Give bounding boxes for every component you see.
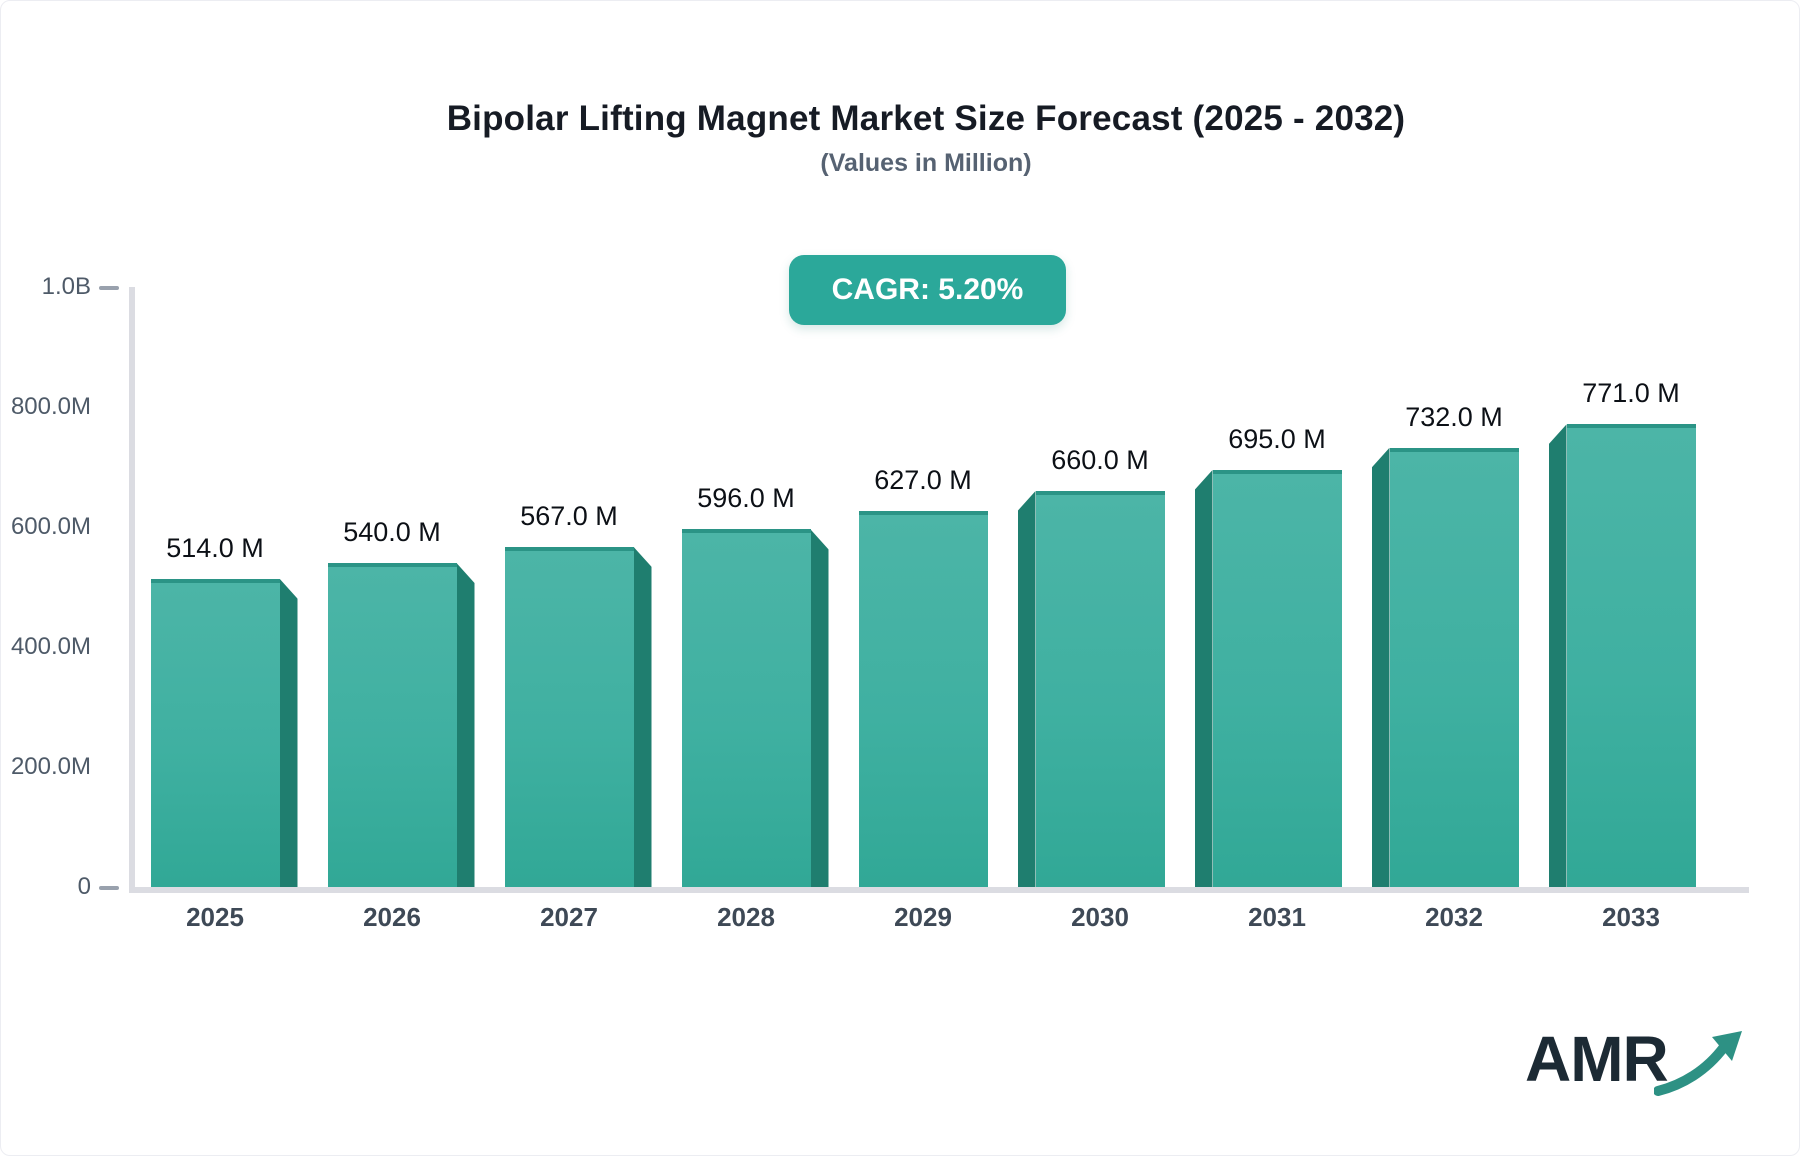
- y-axis-tick-label-400.0M: 400.0M: [10, 633, 91, 660]
- x-axis-label-2028: 2028: [717, 902, 775, 932]
- bar-value-label-2030: 660.0 M: [1051, 445, 1149, 475]
- y-axis-tick-dash: [99, 886, 119, 890]
- y-axis-tick-dash: [99, 286, 119, 290]
- bar-side-2028: [810, 529, 829, 887]
- x-axis-label-2029: 2029: [894, 902, 952, 932]
- bar-side-2026: [456, 563, 475, 887]
- bar-value-label-2025: 514.0 M: [166, 532, 264, 563]
- x-axis-label-2031: 2031: [1248, 902, 1306, 932]
- x-axis-label-2025: 2025: [186, 902, 244, 932]
- bar-value-label-2027: 567.0 M: [520, 500, 618, 531]
- y-axis-tick-label-1.0B: 1.0B: [41, 273, 91, 300]
- amr-logo: AMR: [1525, 1027, 1746, 1097]
- bar-2028: [681, 529, 811, 887]
- bar-2026: [327, 563, 457, 887]
- bar-value-label-2028: 596.0 M: [697, 483, 795, 514]
- y-axis-line: [129, 287, 135, 890]
- x-axis-label-2033: 2033: [1602, 902, 1660, 932]
- bar-value-label-2026: 540.0 M: [343, 517, 441, 547]
- bar-2033: [1566, 424, 1696, 887]
- bar-side-2032: [1371, 447, 1390, 887]
- x-axis-line: [129, 887, 1749, 893]
- bar-2029: [858, 510, 988, 887]
- growth-arrow-icon: [1653, 1031, 1742, 1096]
- chart-title: Bipolar Lifting Magnet Market Size Forec…: [446, 99, 1406, 138]
- bar-2030: [1035, 491, 1165, 887]
- bar-side-2033: [1548, 424, 1567, 887]
- bar-side-2025: [279, 578, 298, 887]
- y-axis-tick-label-600.0M: 600.0M: [10, 513, 91, 540]
- y-axis-tick-label-0: 0: [77, 873, 91, 900]
- bar-side-2027: [633, 546, 652, 887]
- cagr-badge: CAGR: 5.20%: [789, 255, 1066, 325]
- x-axis-label-2026: 2026: [363, 902, 421, 932]
- x-axis-label-2032: 2032: [1425, 902, 1483, 932]
- chart-subtitle: (Values in Million): [820, 149, 1032, 177]
- x-axis-label-2027: 2027: [540, 902, 598, 932]
- bar-value-label-2031: 695.0 M: [1228, 424, 1326, 454]
- bar-side-2030: [1017, 491, 1036, 887]
- bar-2025: [150, 578, 280, 887]
- bar-2031: [1212, 470, 1342, 887]
- y-axis-tick-label-200.0M: 200.0M: [10, 753, 91, 780]
- y-axis-tick-label-800.0M: 800.0M: [10, 393, 91, 420]
- bar-2032: [1389, 447, 1519, 887]
- bar-value-label-2029: 627.0 M: [874, 464, 972, 495]
- bar-value-label-2032: 732.0 M: [1405, 401, 1503, 432]
- bar-value-label-2033: 771.0 M: [1582, 378, 1680, 409]
- amr-logo-text: AMR: [1525, 1023, 1669, 1095]
- x-axis-label-2030: 2030: [1071, 902, 1129, 932]
- bar-2027: [504, 546, 634, 887]
- bar-side-2031: [1194, 470, 1213, 887]
